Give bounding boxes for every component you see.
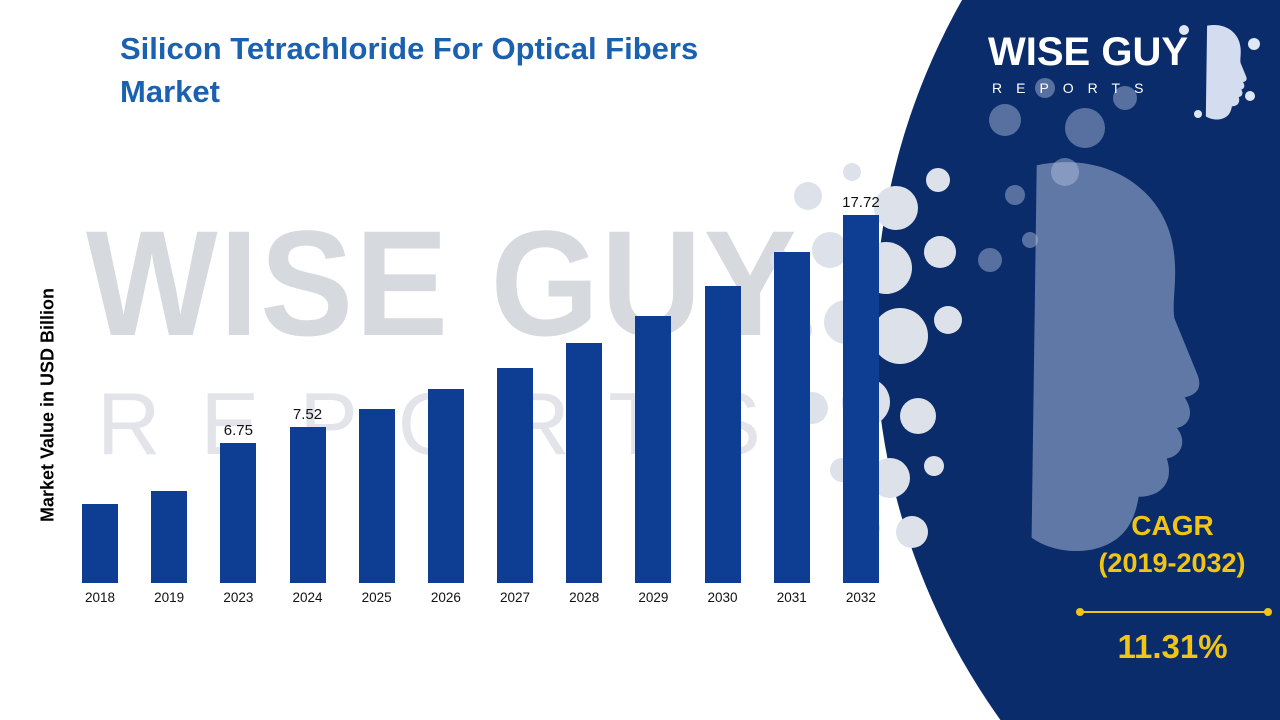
bar <box>497 367 534 583</box>
bar-group: 7.52 2024 <box>289 193 326 605</box>
bar-group: 2019 <box>151 193 188 605</box>
bar-chart-bars: 2018 2019 6.75 2023 7.52 2024 2025 2026 2027 2028… <box>82 193 880 605</box>
bar <box>427 389 464 583</box>
bar-group: 2030 <box>704 193 741 605</box>
bar <box>566 343 603 583</box>
bar-group: 2025 <box>358 193 395 605</box>
x-tick-label: 2019 <box>154 590 185 605</box>
bar-group: 6.75 2023 <box>220 193 257 605</box>
bar <box>773 252 810 583</box>
bar <box>635 316 672 583</box>
x-tick-label: 2031 <box>776 590 807 605</box>
bar-group: 2018 <box>82 193 118 605</box>
x-tick-label: 2032 <box>845 590 876 605</box>
cagr-period: (2019-2032) <box>1098 548 1246 578</box>
x-tick-label: 2018 <box>84 590 116 605</box>
x-tick-label: 2027 <box>500 590 531 605</box>
bar-group: 2028 <box>566 193 603 605</box>
logo-reports-text: REPORTS <box>992 80 1158 96</box>
logo-wiseguy-text: WISE GUY <box>988 30 1189 74</box>
bar <box>220 442 257 583</box>
bar-group: 2026 <box>427 193 464 605</box>
bar-value-label: 7.52 <box>292 405 323 423</box>
bar-value-label: 6.75 <box>223 421 253 439</box>
x-tick-label: 2029 <box>638 590 669 605</box>
bar-value-label: 17.72 <box>842 194 880 211</box>
bar <box>358 409 395 583</box>
cagr-value: 11.31% <box>1117 628 1228 665</box>
divider-dot-left <box>1076 608 1084 616</box>
bar-group: 2029 <box>635 193 672 605</box>
bar <box>289 426 326 583</box>
wiseguy-logo: WISE GUY REPORTS <box>988 32 1188 95</box>
bar <box>151 490 188 583</box>
bar-group: 2027 <box>497 193 534 605</box>
x-tick-label: 2024 <box>292 590 323 605</box>
bar-group: 17.72 2032 <box>842 193 880 605</box>
chart-title: Silicon Tetrachloride For Optical Fibers… <box>120 31 699 109</box>
x-tick-label: 2023 <box>223 590 254 605</box>
bar-group: 2031 <box>773 193 810 605</box>
divider-dot-right <box>1264 608 1272 616</box>
x-tick-label: 2026 <box>430 590 461 605</box>
cagr-label: CAGR <box>1131 510 1214 541</box>
bar <box>82 504 118 583</box>
x-tick-label: 2030 <box>707 590 738 605</box>
bar <box>704 285 741 583</box>
x-tick-label: 2028 <box>569 590 600 605</box>
y-axis-label: Market Value in USD Billion <box>37 287 58 523</box>
bar <box>842 215 879 583</box>
x-tick-label: 2025 <box>361 590 392 605</box>
watermark-wiseguy-text: WISE GUY <box>86 199 799 367</box>
cagr-divider <box>1076 608 1272 616</box>
